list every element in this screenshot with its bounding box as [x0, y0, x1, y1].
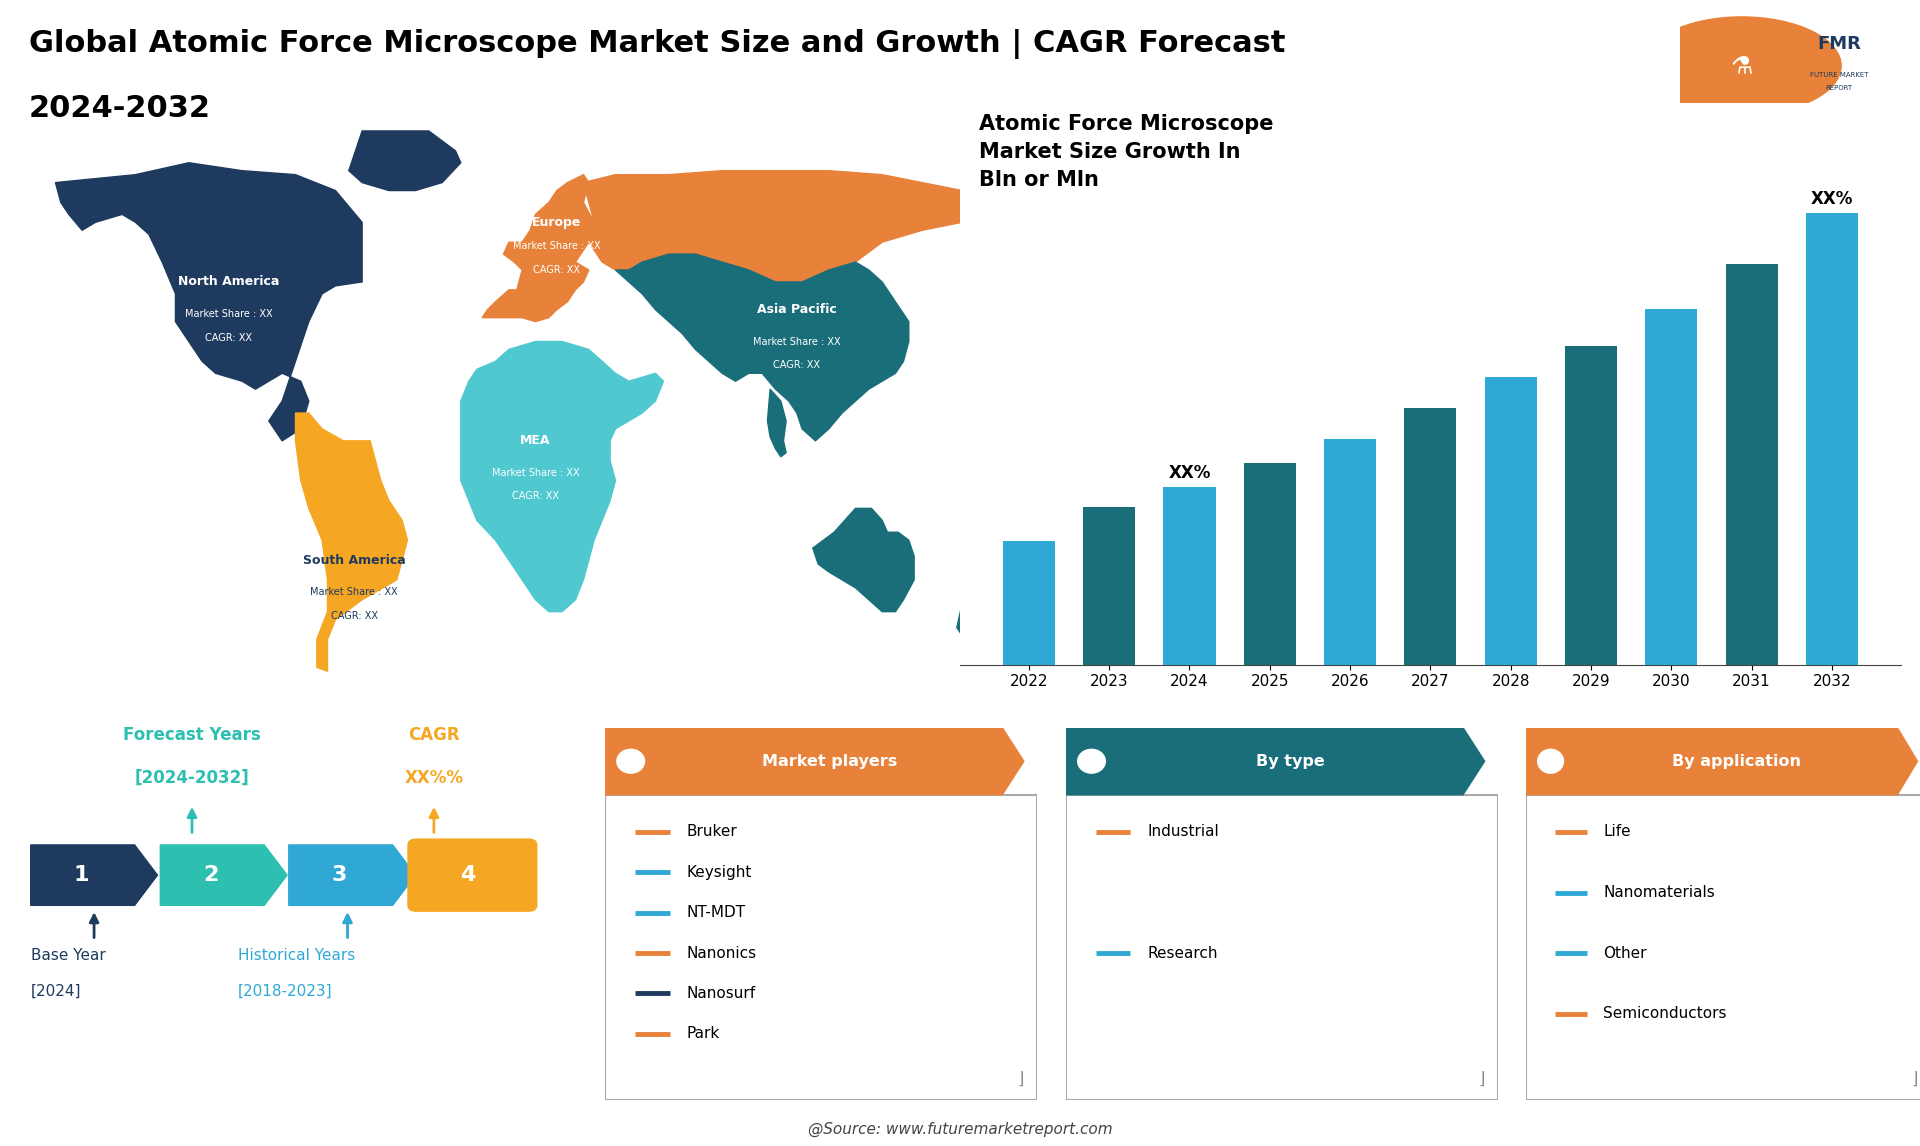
Circle shape — [1538, 749, 1563, 774]
Polygon shape — [522, 174, 589, 242]
Text: Bruker: Bruker — [687, 824, 737, 840]
Polygon shape — [296, 413, 407, 672]
Polygon shape — [482, 182, 593, 322]
Text: CAGR: XX: CAGR: XX — [330, 611, 378, 621]
Text: [2024]: [2024] — [31, 983, 81, 998]
Text: Research: Research — [1148, 945, 1217, 960]
Bar — [1404, 408, 1457, 665]
Bar — [1565, 346, 1617, 665]
Text: 2: 2 — [204, 865, 219, 885]
Text: Global Atomic Force Microscope Market Size and Growth | CAGR Forecast: Global Atomic Force Microscope Market Si… — [29, 29, 1284, 58]
Text: By application: By application — [1672, 754, 1801, 769]
Text: By type: By type — [1256, 754, 1325, 769]
Text: XX%%: XX%% — [405, 769, 463, 787]
Text: Europe: Europe — [532, 215, 582, 229]
Text: ⌋: ⌋ — [1478, 1072, 1484, 1089]
Text: [2024-2032]: [2024-2032] — [134, 769, 250, 787]
Text: Industrial: Industrial — [1148, 824, 1219, 840]
Text: ⌋: ⌋ — [1018, 1072, 1023, 1089]
Polygon shape — [812, 509, 914, 612]
Polygon shape — [856, 293, 881, 333]
Text: South America: South America — [303, 554, 405, 566]
Polygon shape — [288, 845, 415, 905]
Text: Market players: Market players — [762, 754, 897, 769]
Text: Asia Pacific: Asia Pacific — [756, 304, 837, 316]
Text: 3: 3 — [332, 865, 348, 885]
Bar — [1645, 308, 1697, 665]
Text: Base Year: Base Year — [31, 949, 106, 964]
Text: Market Share : XX: Market Share : XX — [184, 308, 273, 319]
Bar — [1325, 439, 1377, 665]
Bar — [1164, 487, 1215, 665]
Bar — [1807, 213, 1859, 665]
Text: Market Share : XX: Market Share : XX — [492, 468, 580, 478]
Text: CAGR: XX: CAGR: XX — [534, 265, 580, 275]
Text: CAGR: XX: CAGR: XX — [205, 332, 252, 343]
Polygon shape — [56, 163, 363, 441]
Polygon shape — [1066, 728, 1484, 795]
Text: Market Share : XX: Market Share : XX — [311, 587, 397, 597]
Text: CAGR: XX: CAGR: XX — [774, 360, 820, 370]
Text: Park: Park — [687, 1026, 720, 1042]
Text: ⚗: ⚗ — [1730, 54, 1753, 78]
Text: Historical Years: Historical Years — [238, 949, 355, 964]
Text: CAGR: CAGR — [409, 727, 459, 744]
Polygon shape — [768, 390, 785, 457]
Text: Market Share : XX: Market Share : XX — [513, 241, 601, 251]
Text: Nanomaterials: Nanomaterials — [1603, 885, 1715, 900]
Text: 4: 4 — [459, 865, 474, 885]
Text: [2018-2023]: [2018-2023] — [238, 983, 332, 998]
Text: Nanosurf: Nanosurf — [687, 986, 756, 1000]
Text: ⌋: ⌋ — [1910, 1072, 1918, 1089]
Text: Atomic Force Microscope
Market Size Growth In
Bln or Mln: Atomic Force Microscope Market Size Grow… — [979, 115, 1273, 190]
Text: Other: Other — [1603, 945, 1647, 960]
Text: Semiconductors: Semiconductors — [1603, 1006, 1726, 1021]
Polygon shape — [461, 342, 664, 612]
Text: 1: 1 — [73, 865, 88, 885]
Bar — [1083, 508, 1135, 665]
Polygon shape — [584, 171, 962, 282]
Text: FUTURE MARKET: FUTURE MARKET — [1811, 71, 1868, 78]
Text: REPORT: REPORT — [1826, 85, 1853, 91]
Polygon shape — [956, 604, 973, 643]
Bar — [1002, 541, 1054, 665]
Polygon shape — [1526, 728, 1918, 795]
Bar — [1244, 463, 1296, 665]
Polygon shape — [31, 845, 157, 905]
Text: MEA: MEA — [520, 434, 551, 447]
Text: Forecast Years: Forecast Years — [123, 727, 261, 744]
Bar — [1484, 377, 1536, 665]
Text: Market Share : XX: Market Share : XX — [753, 337, 841, 346]
Circle shape — [1077, 749, 1106, 774]
Text: CAGR: XX: CAGR: XX — [513, 492, 559, 502]
Text: NT-MDT: NT-MDT — [687, 905, 747, 920]
Polygon shape — [349, 131, 461, 190]
Text: FMR: FMR — [1816, 36, 1860, 53]
Text: Life: Life — [1603, 824, 1630, 840]
Polygon shape — [159, 845, 286, 905]
Circle shape — [1642, 17, 1841, 115]
Text: Keysight: Keysight — [687, 865, 753, 880]
Text: XX%: XX% — [1811, 190, 1853, 209]
Polygon shape — [616, 254, 908, 441]
FancyBboxPatch shape — [407, 839, 538, 911]
Bar — [1726, 264, 1778, 665]
Text: @Source: www.futuremarketreport.com: @Source: www.futuremarketreport.com — [808, 1122, 1112, 1137]
Text: North America: North America — [179, 275, 280, 289]
Text: Nanonics: Nanonics — [687, 945, 756, 960]
Text: XX%: XX% — [1167, 464, 1212, 482]
Circle shape — [616, 749, 645, 774]
Text: 2024-2032: 2024-2032 — [29, 94, 211, 123]
Polygon shape — [605, 728, 1023, 795]
